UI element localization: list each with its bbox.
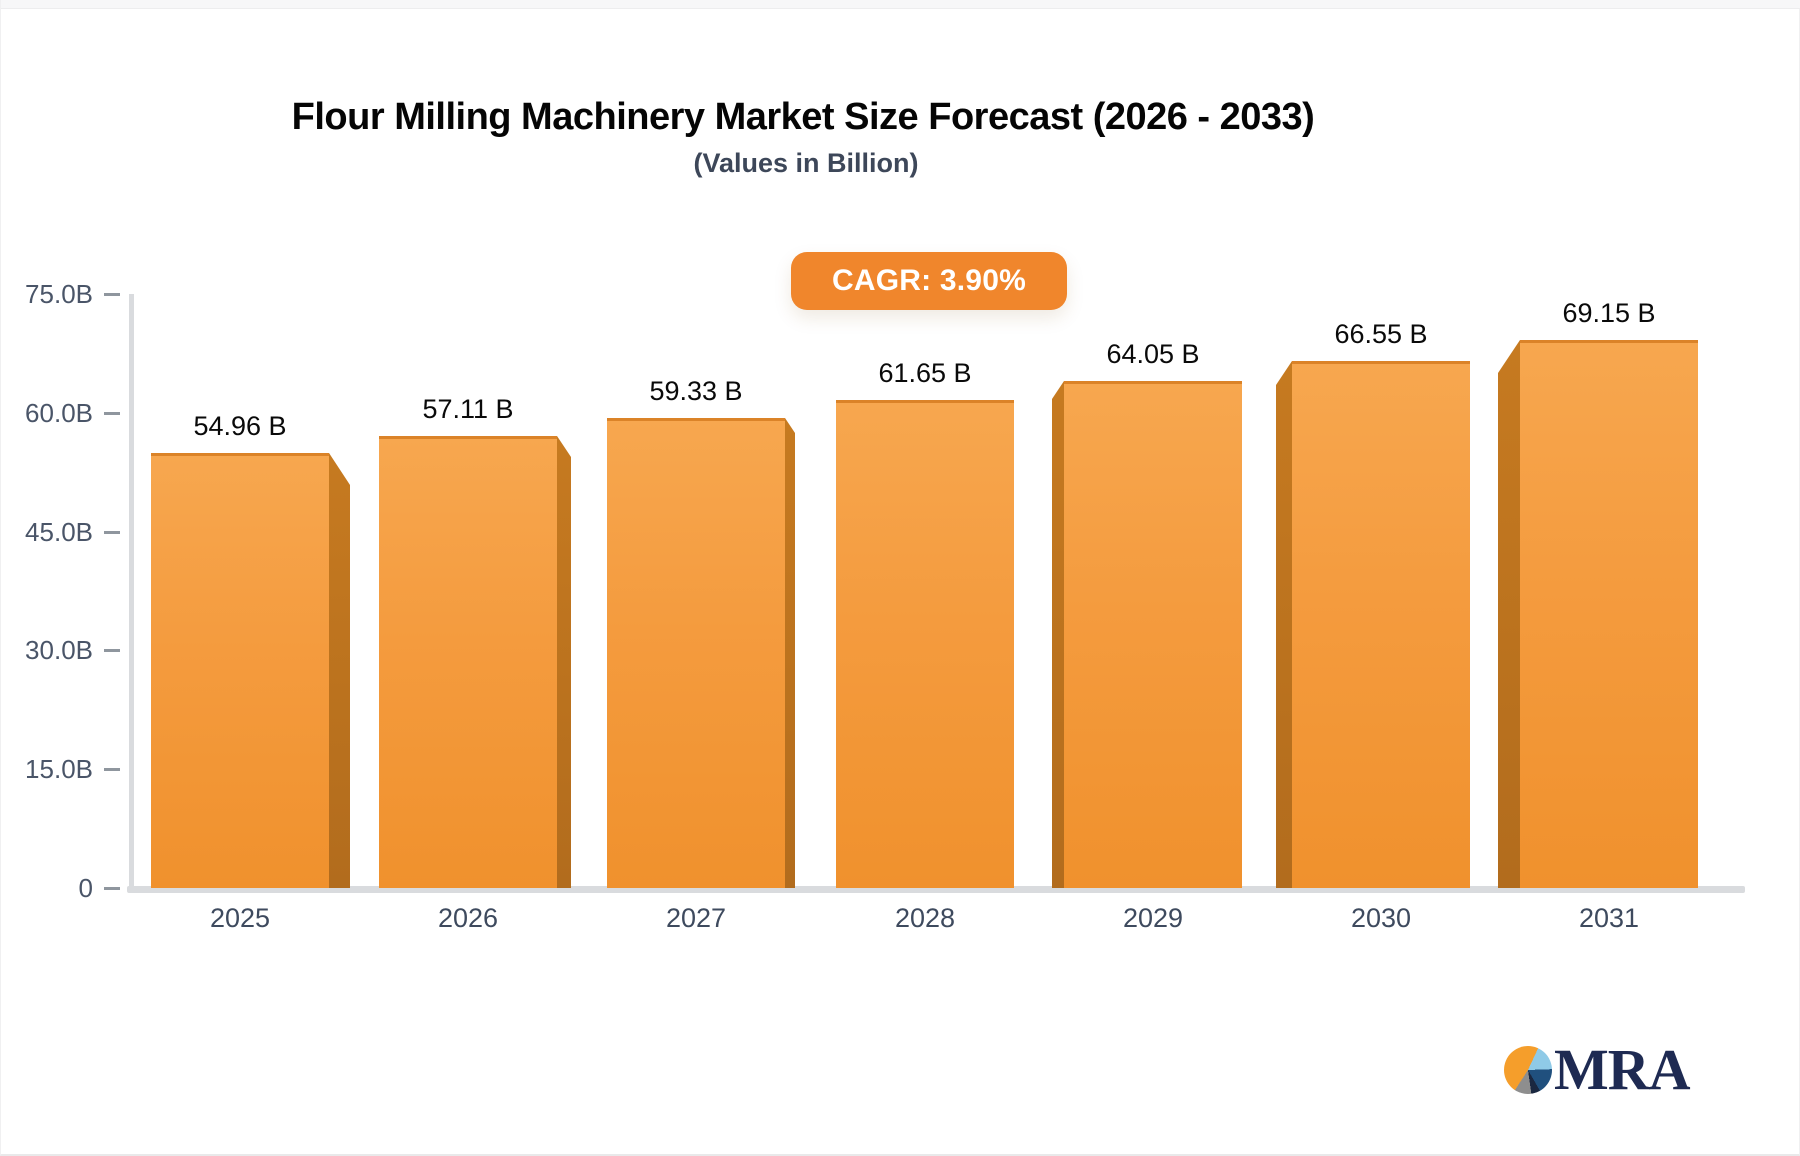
y-tick-label-0: 0 (78, 873, 93, 903)
mra-logo: MRA (1504, 1037, 1691, 1102)
y-tick-mark (104, 768, 120, 772)
bar-3d-side-2027 (785, 418, 795, 888)
bar-3d-side-2026 (557, 436, 571, 888)
y-tick-label-60.0B: 60.0B (25, 397, 93, 428)
x-axis-baseline (127, 886, 1745, 893)
bar-value-label-2031: 69.15 B (1562, 298, 1656, 328)
y-tick-label-15.0B: 15.0B (25, 754, 93, 785)
bar-3d-side-2025 (329, 453, 350, 888)
bar-face-2031 (1520, 340, 1698, 888)
y-tick-mark (104, 293, 120, 296)
x-tick-label-2025: 2025 (209, 903, 271, 933)
bar-face-2025 (151, 453, 329, 888)
bar-face-2027 (607, 418, 785, 888)
chart-subtitle: (Values in Billion) (693, 148, 919, 178)
y-axis-line (129, 294, 134, 888)
chart-title: Flour Milling Machinery Market Size Fore… (291, 96, 1315, 138)
bar-2027[interactable] (607, 418, 795, 888)
bar-face-2030 (1292, 361, 1470, 888)
cagr-badge: CAGR: 3.90% (791, 252, 1067, 310)
bar-3d-side-2030 (1276, 361, 1292, 888)
page-top-band (1, 0, 1800, 9)
x-tick-label-2030: 2030 (1350, 903, 1412, 933)
x-tick-label-2027: 2027 (665, 903, 727, 933)
bar-value-label-2030: 66.55 B (1334, 319, 1428, 349)
x-tick-label-2029: 2029 (1122, 903, 1184, 933)
bar-face-2029 (1064, 381, 1242, 888)
bar-value-label-2027: 59.33 B (649, 376, 743, 406)
bar-2025[interactable] (151, 453, 350, 888)
y-tick-label-45.0B: 45.0B (25, 516, 93, 547)
bar-2029[interactable] (1052, 381, 1242, 888)
x-tick-label-2028: 2028 (894, 903, 956, 933)
bar-value-label-2025: 54.96 B (193, 411, 287, 441)
bar-3d-side-2031 (1498, 340, 1520, 888)
bar-3d-side-2029 (1052, 381, 1064, 888)
bar-value-label-2029: 64.05 B (1106, 339, 1200, 369)
x-tick-label-2026: 2026 (437, 903, 499, 933)
bar-face-2028 (836, 400, 1014, 888)
x-tick-label-2031: 2031 (1578, 903, 1640, 933)
mra-logo-text: MRA (1554, 1037, 1691, 1102)
bar-2030[interactable] (1276, 361, 1470, 888)
bar-2026[interactable] (379, 436, 571, 888)
y-tick-mark (104, 530, 120, 534)
bar-face-2026 (379, 436, 557, 888)
bar-2028[interactable] (836, 400, 1014, 888)
y-tick-label-30.0B: 30.0B (25, 635, 93, 666)
y-tick-label-75.0B: 75.0B (25, 279, 93, 309)
bar-2031[interactable] (1498, 340, 1698, 888)
y-tick-mark (104, 411, 120, 415)
y-tick-mark (104, 887, 120, 890)
y-tick-mark (104, 649, 120, 653)
cagr-badge-label: CAGR: 3.90% (832, 264, 1026, 297)
bar-value-label-2028: 61.65 B (878, 358, 972, 388)
bar-value-label-2026: 57.11 B (422, 394, 514, 424)
pie-chart-icon (1504, 1046, 1552, 1094)
